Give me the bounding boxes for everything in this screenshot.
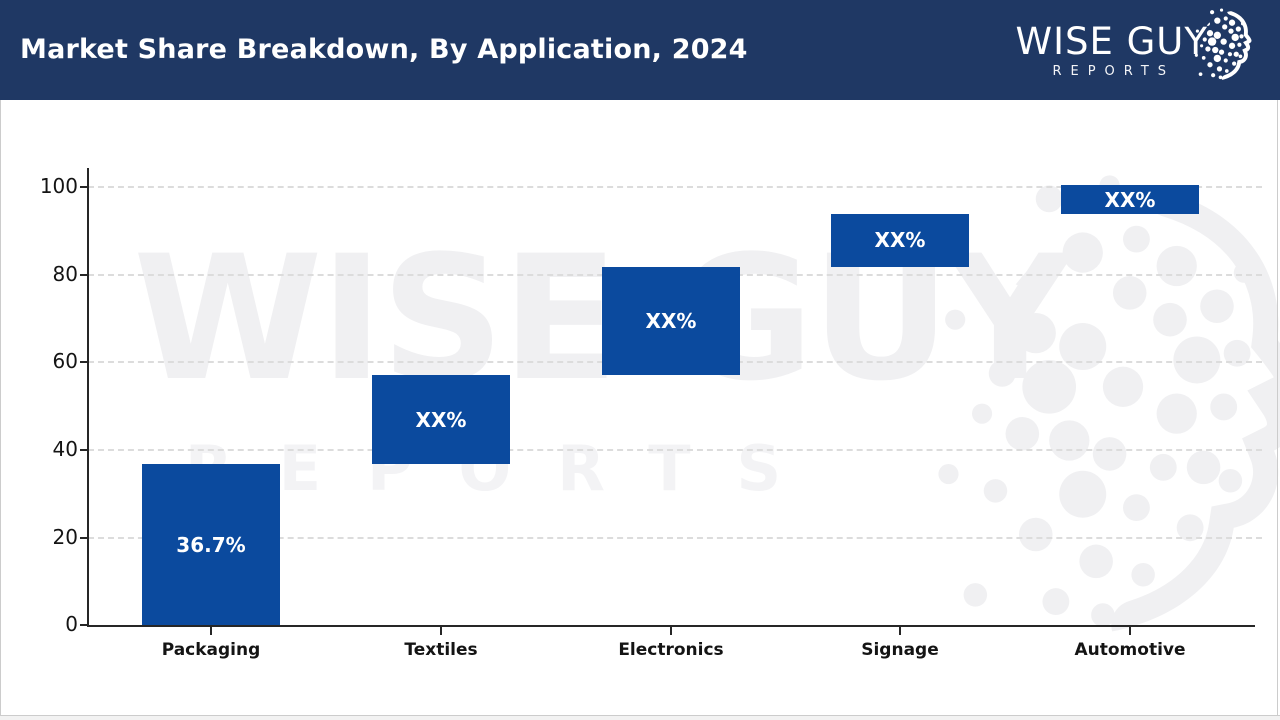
y-tick-mark-60 — [80, 361, 88, 364]
x-tick-mark-packaging — [210, 627, 212, 636]
bar-automotive: XX% — [1061, 185, 1199, 215]
header-bar: Market Share Breakdown, By Application, … — [0, 0, 1280, 100]
bar-electronics: XX% — [602, 266, 740, 375]
y-tick-mark-80 — [80, 273, 88, 276]
figure-border-left — [0, 100, 1, 720]
y-tick-mark-0 — [80, 624, 88, 627]
x-tick-label-signage: Signage — [861, 640, 939, 661]
bar-label-signage: XX% — [874, 228, 926, 253]
x-tick-label-automotive: Automotive — [1074, 640, 1186, 661]
figure-border-right — [1277, 100, 1278, 720]
y-tick-label-100: 100 — [39, 173, 78, 198]
y-axis-spine — [87, 168, 89, 628]
watermark-face-icon — [935, 172, 1280, 709]
x-axis-spine — [87, 625, 1255, 628]
x-tick-mark-textiles — [440, 627, 442, 636]
wiseguy-logo: WISE GUY REPORTS — [1016, 8, 1268, 92]
x-tick-label-electronics: Electronics — [618, 640, 724, 661]
gridline-100 — [88, 185, 1262, 188]
y-tick-label-20: 20 — [52, 524, 78, 549]
y-tick-label-60: 60 — [52, 349, 78, 374]
x-tick-label-textiles: Textiles — [404, 640, 478, 661]
bar-label-textiles: XX% — [415, 407, 467, 432]
bar-label-packaging: 36.7% — [176, 532, 246, 557]
x-tick-label-packaging: Packaging — [161, 640, 261, 661]
x-tick-mark-signage — [899, 627, 901, 636]
logo-wordmark: WISE GUY — [1015, 19, 1208, 63]
y-tick-label-80: 80 — [52, 261, 78, 286]
bar-label-automotive: XX% — [1104, 187, 1156, 212]
chart-canvas: WISE GUY REPORTS 36.7% XX% XX% XX% XX% 0 20 40… — [0, 100, 1280, 720]
y-tick-mark-20 — [80, 536, 88, 539]
gridline-40 — [88, 449, 1262, 451]
gridline-20 — [88, 536, 1262, 539]
figure-border-bottom-pad — [0, 716, 1280, 720]
y-tick-label-0: 0 — [65, 612, 78, 637]
y-tick-mark-100 — [80, 185, 88, 188]
bar-packaging: 36.7% — [142, 464, 280, 626]
y-tick-mark-40 — [80, 449, 88, 451]
bar-textiles: XX% — [372, 375, 510, 465]
x-tick-mark-electronics — [670, 627, 672, 636]
x-tick-mark-automotive — [1129, 627, 1131, 636]
bar-signage: XX% — [831, 214, 969, 267]
figure-border-bottom — [0, 715, 1280, 716]
logo-subtitle: REPORTS — [1052, 63, 1176, 79]
wiseguy-logo-text: WISE GUY REPORTS — [1015, 19, 1208, 79]
y-tick-label-40: 40 — [52, 437, 78, 461]
bar-label-electronics: XX% — [645, 308, 697, 333]
chart-title: Market Share Breakdown, By Application, … — [20, 34, 748, 65]
